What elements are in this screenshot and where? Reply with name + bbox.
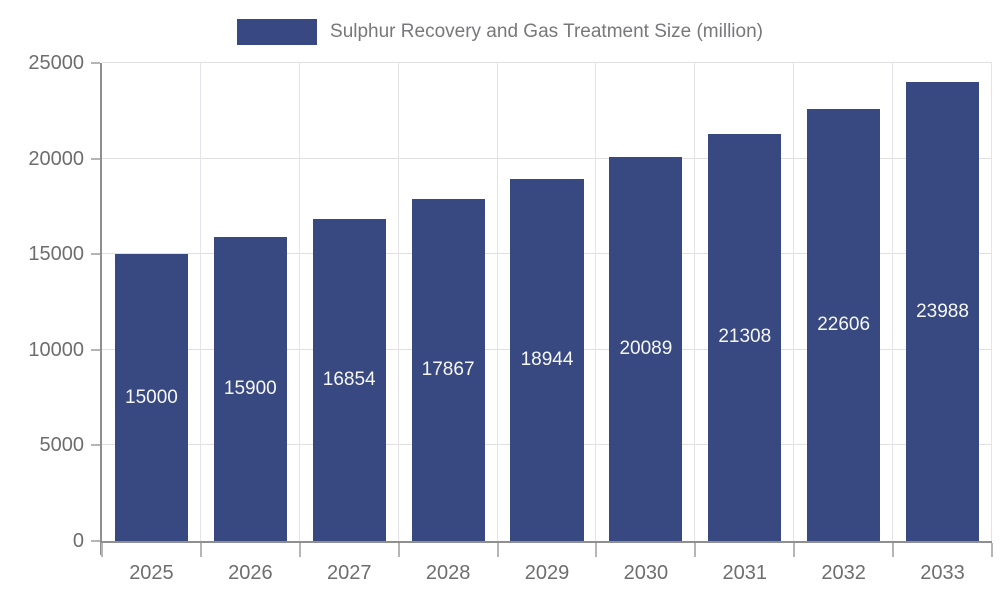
bar-value-label: 17867: [421, 359, 475, 381]
x-tick-label: 2030: [623, 562, 669, 584]
y-tick-label: 15000: [28, 243, 84, 266]
bar-value-label: 15900: [223, 378, 277, 399]
x-tick-label: 2028: [425, 562, 471, 584]
x-axis-tick: [694, 543, 697, 557]
x-gridline: [496, 63, 498, 541]
y-tick-label: 10000: [28, 338, 84, 361]
bar: 15000: [114, 254, 189, 541]
bar-value-label: 20089: [619, 337, 673, 359]
y-axis-tick: [91, 253, 100, 256]
x-tick-label: 2027: [326, 562, 372, 584]
bar: 22606: [807, 108, 881, 541]
y-axis-tick: [91, 348, 100, 351]
x-tick-label: 2032: [821, 562, 866, 584]
x-gridline: [892, 63, 894, 541]
plot-area: 15000 15900 16854 17867 18944 20089 21308 22606…: [91, 62, 993, 557]
bar-value-label: 15000: [125, 386, 178, 408]
y-tick-label: 25000: [28, 52, 84, 74]
x-gridline: [694, 63, 696, 541]
x-gridline: [199, 63, 201, 541]
bar: 15900: [213, 237, 287, 541]
bar: 21308: [708, 133, 782, 541]
x-tick-label: 2033: [920, 562, 965, 584]
bar-value-label: 21308: [718, 326, 772, 348]
bar: 20089: [609, 156, 683, 541]
x-axis-line: [100, 541, 992, 543]
x-axis-tick: [397, 543, 400, 557]
bar-value-label: 23988: [916, 300, 969, 322]
legend-swatch-icon: [237, 19, 318, 45]
x-axis-tick: [298, 543, 301, 557]
x-gridline: [298, 63, 300, 541]
y-tick-label: 20000: [28, 147, 84, 170]
x-tick-label: 2025: [129, 562, 174, 584]
bar: 17867: [411, 199, 485, 541]
x-axis-tick: [793, 543, 796, 557]
x-axis-tick: [101, 543, 103, 557]
y-axis-tick: [91, 62, 100, 64]
legend-label: Sulphur Recovery and Gas Treatment Size …: [330, 21, 763, 42]
x-tick-label: 2029: [524, 562, 570, 584]
x-gridline: [793, 63, 795, 541]
bar-value-label: 18944: [520, 348, 574, 370]
y-tick-label: 0: [72, 530, 84, 552]
x-gridline: [397, 63, 399, 541]
bar-value-label: 22606: [817, 313, 871, 335]
y-tick-label: 5000: [39, 434, 85, 457]
y-gridline: [102, 157, 992, 159]
y-axis-tick: [91, 157, 100, 160]
x-tick-label: 2026: [228, 562, 273, 584]
x-gridline: [595, 63, 597, 541]
x-axis-tick: [199, 543, 202, 557]
x-axis-tick: [991, 543, 993, 557]
y-axis-tick: [91, 540, 100, 542]
bar-value-label: 16854: [322, 368, 376, 390]
bar: 16854: [312, 218, 386, 541]
x-gridline: [991, 63, 992, 541]
y-axis-tick: [91, 444, 100, 447]
y-axis-line: [100, 63, 102, 555]
x-axis-tick: [595, 543, 598, 557]
x-tick-label: 2031: [722, 562, 768, 584]
y-gridline: [102, 62, 992, 63]
chart-legend: Sulphur Recovery and Gas Treatment Size …: [0, 18, 1000, 46]
x-axis-tick: [892, 543, 895, 557]
bar: 18944: [510, 178, 584, 541]
x-axis-tick: [496, 543, 499, 557]
bar: 23988: [905, 82, 980, 541]
